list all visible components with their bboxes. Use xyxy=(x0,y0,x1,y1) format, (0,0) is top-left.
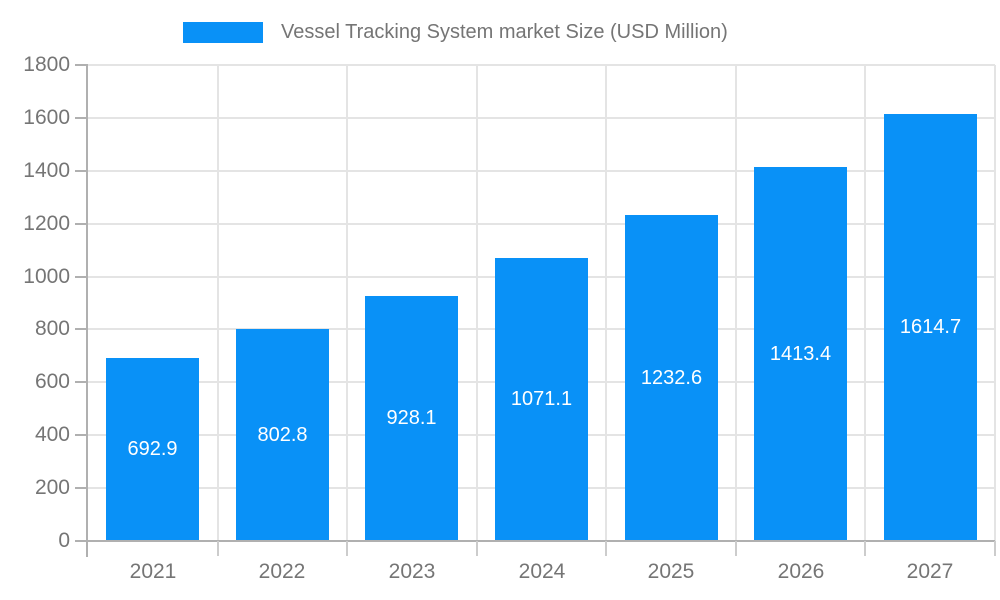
x-axis-tick xyxy=(475,541,478,556)
y-axis-tick xyxy=(75,222,88,225)
bar-value-label: 692.9 xyxy=(127,438,178,460)
x-axis-label: 2023 xyxy=(388,560,436,583)
gridline-v xyxy=(475,65,478,541)
gridline-h xyxy=(88,169,995,172)
x-axis-tick xyxy=(605,541,608,556)
y-axis-line xyxy=(86,65,88,557)
y-axis-label: 1000 xyxy=(23,264,70,288)
bar-2021[interactable]: 692.9 xyxy=(106,358,199,541)
bar-2026[interactable]: 1413.4 xyxy=(754,167,847,541)
x-axis-label: 2026 xyxy=(777,560,825,583)
gridline-v xyxy=(346,65,349,541)
bar-value-label: 1614.7 xyxy=(899,316,962,338)
y-axis-tick xyxy=(75,381,88,384)
y-axis-tick xyxy=(75,64,88,66)
y-axis-label: 400 xyxy=(34,423,70,447)
y-axis-tick xyxy=(75,169,88,172)
x-axis-label: 2024 xyxy=(518,560,566,583)
y-axis-tick xyxy=(75,540,88,542)
bar-2023[interactable]: 928.1 xyxy=(365,296,458,541)
legend-swatch xyxy=(183,22,263,43)
bar-value-label: 1232.6 xyxy=(640,366,703,389)
bar-2022[interactable]: 802.8 xyxy=(236,329,329,541)
legend: Vessel Tracking System market Size (USD … xyxy=(183,21,728,44)
y-axis-label: 1600 xyxy=(23,105,70,129)
bar-value-label: 802.8 xyxy=(257,423,308,446)
gridline-h xyxy=(88,116,995,119)
bar-value-label: 1071.1 xyxy=(510,388,573,410)
gridline-v xyxy=(216,65,219,541)
x-axis-tick xyxy=(346,541,349,556)
x-axis-tick xyxy=(734,541,737,556)
bar-value-label: 928.1 xyxy=(386,407,437,429)
y-axis-tick xyxy=(75,275,88,278)
bar-value-label: 1413.4 xyxy=(769,342,832,365)
x-axis-label: 2025 xyxy=(647,560,695,583)
y-axis-label: 1800 xyxy=(23,53,70,76)
y-axis-label: 1400 xyxy=(23,158,70,182)
y-axis-label: 1200 xyxy=(23,211,70,235)
y-axis-tick xyxy=(75,434,88,437)
gridline-v xyxy=(734,65,737,541)
x-axis-line xyxy=(88,540,995,542)
y-axis-label: 200 xyxy=(34,476,70,500)
y-axis-tick xyxy=(75,487,88,490)
gridline-h xyxy=(88,222,995,225)
gridline-v xyxy=(605,65,608,541)
x-axis-tick xyxy=(994,541,996,556)
y-axis-label: 800 xyxy=(34,317,70,341)
bar-2025[interactable]: 1232.6 xyxy=(625,215,718,541)
y-axis-label: 600 xyxy=(34,370,70,394)
x-axis-label: 2022 xyxy=(258,560,306,583)
bar-2024[interactable]: 1071.1 xyxy=(495,258,588,541)
bar-2027[interactable]: 1614.7 xyxy=(884,114,977,541)
x-axis-label: 2027 xyxy=(906,560,954,583)
y-axis-tick xyxy=(75,116,88,119)
y-axis-tick xyxy=(75,328,88,331)
legend-label: Vessel Tracking System market Size (USD … xyxy=(281,21,728,43)
x-axis-tick xyxy=(864,541,867,556)
x-axis-label: 2021 xyxy=(129,560,177,583)
gridline-h xyxy=(88,64,995,66)
y-axis-label: 0 xyxy=(58,529,70,552)
x-axis-tick xyxy=(216,541,219,556)
gridline-v xyxy=(994,65,996,541)
gridline-v xyxy=(864,65,867,541)
